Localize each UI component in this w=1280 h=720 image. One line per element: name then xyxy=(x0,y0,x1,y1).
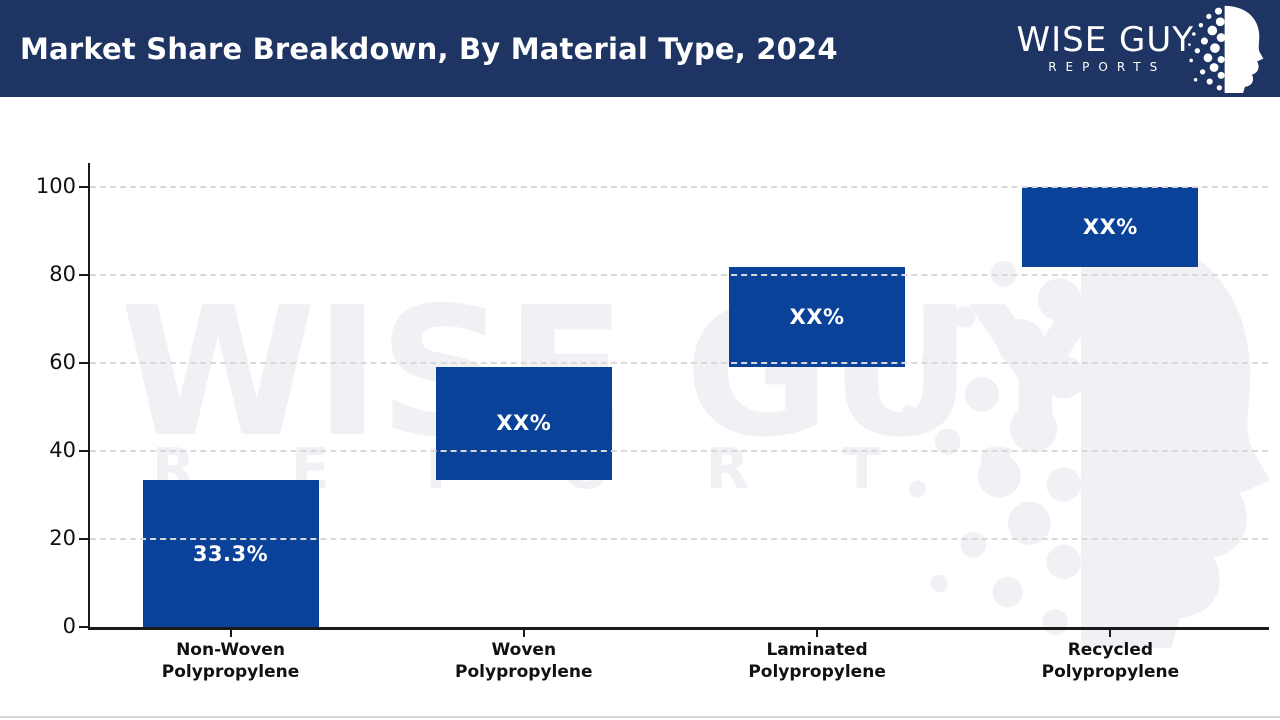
x-tick-mark xyxy=(1109,630,1112,637)
x-axis-line xyxy=(88,627,1269,630)
x-tick-mark xyxy=(816,630,819,637)
x-tick-mark xyxy=(522,630,525,637)
page-title: Market Share Breakdown, By Material Type… xyxy=(20,31,838,66)
y-axis-line xyxy=(88,163,90,629)
wiseguy-logo: WISE GUY REPORTS xyxy=(1016,5,1264,93)
y-tick-label: 100 xyxy=(35,174,76,198)
bar-segment: XX% xyxy=(1022,187,1199,268)
gridline xyxy=(90,450,1268,452)
x-category-label: Recycled Polypropylene xyxy=(1041,640,1180,682)
gridline xyxy=(90,186,1268,188)
y-tick-label: 20 xyxy=(49,526,76,550)
bar-segment: 33.3% xyxy=(142,480,319,627)
bottom-divider xyxy=(0,716,1280,718)
header-bar: Market Share Breakdown, By Material Type… xyxy=(0,0,1280,97)
x-category-label: Laminated Polypropylene xyxy=(748,640,886,682)
y-tick-label: 80 xyxy=(49,262,76,286)
y-tick-mark xyxy=(79,274,88,276)
y-tick-mark xyxy=(79,450,88,452)
logo-wordmark: WISE GUY xyxy=(1016,20,1194,60)
gridline xyxy=(90,362,1268,364)
y-tick-label: 0 xyxy=(62,614,76,638)
bar-value-label: XX% xyxy=(1082,215,1138,240)
bar-segment: XX% xyxy=(729,267,906,367)
bar-value-label: XX% xyxy=(789,304,845,329)
bar-segment: XX% xyxy=(435,366,612,481)
logo-subtext: REPORTS xyxy=(1048,60,1167,74)
watermark-head-icon xyxy=(866,218,1270,648)
y-tick-label: 40 xyxy=(49,438,76,462)
y-tick-mark xyxy=(79,362,88,364)
gridline xyxy=(90,274,1268,276)
bar-value-label: XX% xyxy=(496,411,552,436)
y-tick-mark xyxy=(79,538,88,540)
gridline xyxy=(90,538,1268,540)
x-category-label: Woven Polypropylene xyxy=(455,640,593,682)
x-category-label: Non-Woven Polypropylene xyxy=(161,640,300,682)
x-tick-mark xyxy=(229,630,232,637)
y-tick-mark xyxy=(79,626,88,628)
y-tick-mark xyxy=(79,186,88,188)
bar-value-label: 33.3% xyxy=(192,541,269,566)
y-tick-label: 60 xyxy=(49,350,76,374)
